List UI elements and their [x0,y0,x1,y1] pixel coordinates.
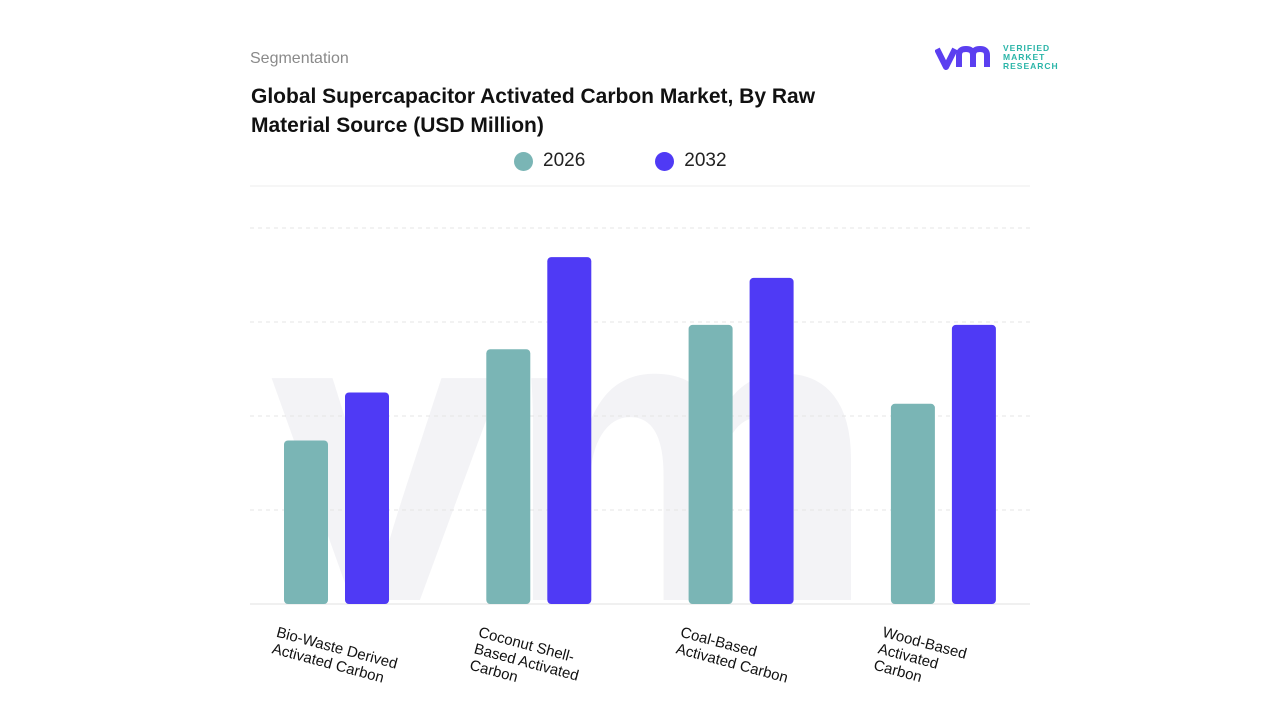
chart-title: Global Supercapacitor Activated Carbon M… [251,85,816,137]
logo-line: RESEARCH [1003,61,1059,71]
vmr-logo: VERIFIED MARKET RESEARCH [935,44,1059,71]
logo-line: VERIFIED [1003,43,1051,53]
legend-swatch [655,151,675,171]
legend: 2026 2032 [514,150,727,172]
bar-2032 [951,324,996,604]
bar-2026 [486,349,531,604]
vmr-logo-mark-icon [935,45,990,70]
bar-2026 [688,324,733,604]
legend-label: 2032 [684,150,727,171]
bar-2026 [284,440,328,604]
logo-line: MARKET [1003,52,1046,62]
bar-2032 [547,257,592,604]
legend-item-2026: 2026 [514,150,585,172]
legend-swatch [514,151,533,171]
bar-2026 [890,403,935,604]
bar-2032 [345,392,389,604]
legend-label: 2026 [543,150,586,171]
legend-item-2032: 2032 [655,150,727,172]
bar-2032 [749,277,794,604]
segmentation-label: Segmentation [250,50,349,67]
